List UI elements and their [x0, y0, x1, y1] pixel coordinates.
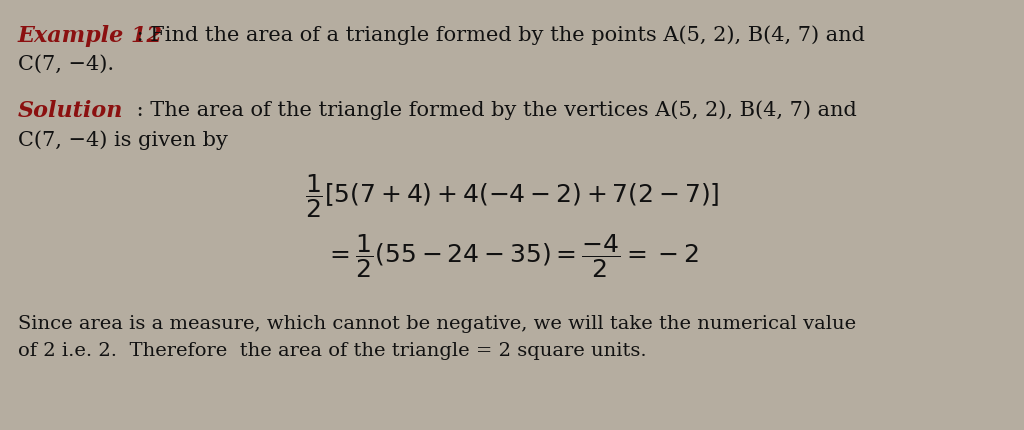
Text: Example 12: Example 12 — [18, 25, 163, 47]
Text: : The area of the triangle formed by the vertices A(5, 2), B(4, 7) and: : The area of the triangle formed by the… — [130, 100, 857, 120]
Text: Solution: Solution — [18, 100, 123, 122]
Text: $\dfrac{1}{2}[5(7+4)+4(-4-2)+7(2-7)]$: $\dfrac{1}{2}[5(7+4)+4(-4-2)+7(2-7)]$ — [305, 172, 719, 220]
Text: of 2 i.e. 2.  Therefore  the area of the triangle = 2 square units.: of 2 i.e. 2. Therefore the area of the t… — [18, 342, 646, 360]
Text: Since area is a measure, which cannot be negative, we will take the numerical va: Since area is a measure, which cannot be… — [18, 315, 856, 333]
Text: C(7, −4) is given by: C(7, −4) is given by — [18, 130, 228, 150]
Text: : Find the area of a triangle formed by the points A(5, 2), B(4, 7) and: : Find the area of a triangle formed by … — [130, 25, 865, 45]
Text: $= \dfrac{1}{2}(55-24-35) = \dfrac{-4}{2}=-2$: $= \dfrac{1}{2}(55-24-35) = \dfrac{-4}{2… — [326, 232, 698, 280]
Text: C(7, −4).: C(7, −4). — [18, 55, 114, 74]
